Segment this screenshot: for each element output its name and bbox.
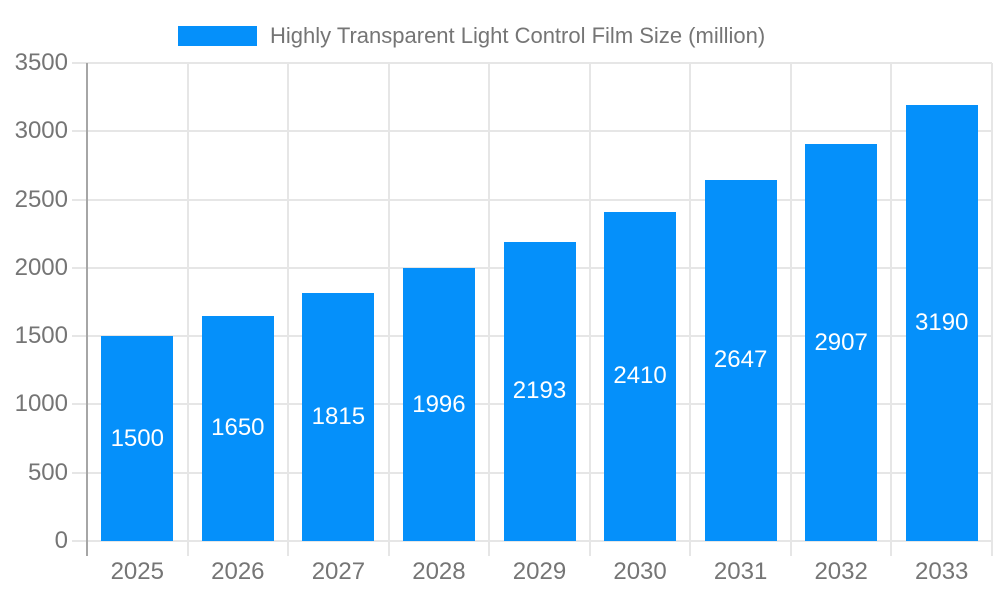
v-gridline (287, 63, 290, 541)
bar-value-label: 2647 (713, 346, 768, 374)
h-gridline (87, 62, 992, 64)
bar-value-label: 1815 (311, 403, 366, 431)
x-axis-tick (488, 541, 491, 556)
bar-value-label: 2907 (814, 328, 868, 356)
y-axis-tick (72, 130, 87, 133)
y-tick-label: 2500 (14, 185, 68, 213)
v-gridline (789, 63, 792, 541)
h-gridline (87, 130, 992, 133)
y-tick-label: 3000 (14, 117, 68, 145)
x-tick-label: 2030 (613, 558, 667, 585)
x-axis-tick (789, 541, 792, 556)
x-tick-label: 2026 (211, 558, 265, 585)
y-tick-label: 1000 (14, 390, 68, 418)
v-gridline (890, 63, 893, 541)
bar-2026[interactable]: 1650 (201, 315, 274, 541)
bar-2028[interactable]: 1996 (402, 268, 475, 541)
bar-value-label: 1996 (412, 390, 466, 418)
v-gridline (588, 63, 591, 541)
y-axis-tick (72, 471, 87, 474)
y-tick-label: 1500 (14, 322, 68, 350)
v-gridline (387, 63, 390, 541)
x-axis-tick (689, 541, 692, 556)
x-tick-label: 2033 (915, 558, 969, 585)
bar-2029[interactable]: 2193 (503, 241, 576, 541)
y-axis-tick (72, 62, 87, 64)
plot-area: 0 500 1000 1500 2000 2500 3000 3500 1500 2025 1650… (15, 49, 993, 585)
x-tick-label: 2025 (110, 558, 164, 585)
y-axis-tick (72, 198, 87, 201)
v-gridline (689, 63, 692, 541)
bar-value-label: 2410 (613, 362, 667, 390)
y-tick-label: 3500 (14, 49, 68, 76)
x-tick-label: 2032 (814, 558, 868, 585)
y-axis-line (86, 63, 88, 556)
h-gridline (87, 540, 992, 542)
x-tick-label: 2031 (713, 558, 768, 585)
y-axis-tick (72, 540, 87, 542)
bar-2025[interactable]: 1500 (101, 336, 174, 541)
bar-value-label: 1500 (110, 424, 164, 452)
x-axis-tick (991, 541, 993, 556)
y-tick-label: 500 (27, 458, 68, 486)
y-axis-tick (72, 335, 87, 338)
legend-swatch (178, 26, 257, 46)
legend-item[interactable]: Highly Transparent Light Control Film Si… (178, 23, 765, 49)
x-axis-tick (387, 541, 390, 556)
h-gridline (87, 198, 992, 201)
bar-value-label: 3190 (915, 309, 969, 337)
x-axis-tick (186, 541, 189, 556)
y-tick-label: 0 (54, 527, 68, 554)
v-gridline (186, 63, 189, 541)
bar-2033[interactable]: 3190 (905, 105, 978, 541)
x-axis-tick (287, 541, 290, 556)
x-tick-label: 2029 (512, 558, 567, 585)
y-axis-tick (72, 403, 87, 406)
legend-label: Highly Transparent Light Control Film Si… (270, 23, 766, 48)
bar-2030[interactable]: 2410 (604, 211, 677, 541)
x-tick-label: 2028 (412, 558, 466, 585)
bar-value-label: 2193 (512, 377, 567, 405)
x-axis-tick (588, 541, 591, 556)
y-axis-tick (72, 266, 87, 269)
bar-value-label: 1650 (211, 414, 265, 442)
x-axis-tick (890, 541, 893, 556)
bar-2027[interactable]: 1815 (302, 293, 375, 541)
x-tick-label: 2027 (311, 558, 366, 585)
y-tick-label: 2000 (14, 253, 68, 281)
bar-2031[interactable]: 2647 (704, 179, 777, 541)
v-gridline (488, 63, 491, 541)
bar-2032[interactable]: 2907 (805, 144, 878, 541)
v-gridline (991, 63, 993, 541)
